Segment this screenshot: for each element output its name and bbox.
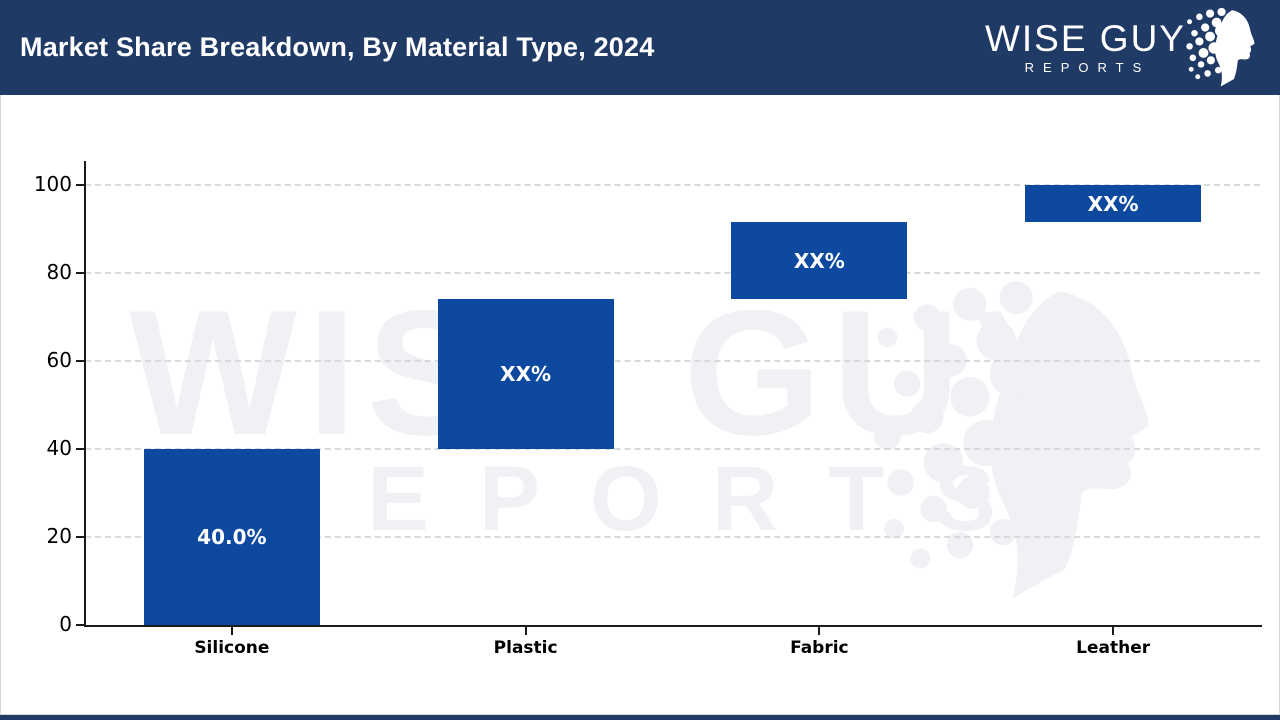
x-tick-label-plastic: Plastic — [493, 638, 558, 658]
y-axis-spine — [84, 161, 86, 627]
x-tick-plastic — [524, 627, 527, 635]
y-tick-label-0: 0 — [59, 612, 72, 636]
x-tick-label-leather: Leather — [1076, 638, 1151, 658]
y-tick-label-100: 100 — [33, 172, 72, 196]
bar-plastic: XX% — [437, 299, 614, 449]
bar-silicone: 40.0% — [143, 449, 320, 625]
gridline-60 — [85, 360, 1260, 362]
x-tick-silicone — [230, 627, 233, 635]
y-tick-label-60: 60 — [46, 348, 72, 372]
y-tick-0 — [76, 624, 84, 626]
chart-plot-area: WISE GUY REPORTS 0 20 40 60 80 100 40.0% Silico… — [0, 95, 1280, 715]
gridline-20 — [85, 536, 1260, 538]
brand-logo: WISE GUY REPORTS — [985, 7, 1266, 89]
watermark-face-icon — [874, 281, 1149, 599]
y-tick-40 — [76, 448, 84, 450]
bar-value-label-leather: XX% — [1087, 191, 1139, 216]
watermark-brand-subtitle: REPORTS — [251, 448, 1046, 550]
x-tick-label-fabric: Fabric — [790, 638, 849, 658]
x-tick-fabric — [818, 627, 821, 635]
gridline-100 — [85, 184, 1260, 186]
x-tick-leather — [1112, 627, 1115, 635]
bar-value-label-plastic: XX% — [500, 362, 552, 387]
y-tick-100 — [76, 184, 84, 186]
y-tick-60 — [76, 360, 84, 362]
bar-fabric: XX% — [731, 222, 908, 300]
brand-face-icon — [1186, 7, 1255, 87]
page-title: Market Share Breakdown, By Material Type… — [20, 32, 655, 62]
y-tick-80 — [76, 272, 84, 274]
bar-value-label-fabric: XX% — [793, 248, 845, 273]
y-tick-20 — [76, 536, 84, 538]
y-tick-label-80: 80 — [46, 260, 72, 284]
y-tick-label-20: 20 — [46, 524, 72, 548]
x-axis-spine — [84, 625, 1262, 627]
brand-subtitle: REPORTS — [1024, 59, 1151, 75]
gridline-40 — [85, 448, 1260, 450]
x-tick-label-silicone: Silicone — [194, 638, 270, 658]
y-tick-label-40: 40 — [46, 436, 72, 460]
gridline-80 — [85, 272, 1260, 274]
header-bar: Market Share Breakdown, By Material Type… — [0, 0, 1280, 95]
brand-name: WISE GUY — [984, 18, 1186, 60]
bar-value-label-silicone: 40.0% — [197, 525, 267, 549]
footer-accent-bar — [0, 715, 1280, 720]
bar-leather: XX% — [1025, 185, 1202, 223]
brand-logo-text: WISE GUY REPORTS — [984, 18, 1186, 75]
